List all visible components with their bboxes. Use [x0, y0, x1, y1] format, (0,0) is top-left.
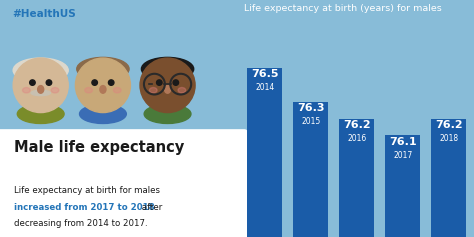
Circle shape	[75, 58, 130, 113]
Ellipse shape	[23, 87, 30, 93]
Circle shape	[46, 80, 52, 85]
Text: Life expectancy at birth (years) for males: Life expectancy at birth (years) for mal…	[244, 4, 442, 13]
Circle shape	[13, 58, 68, 113]
Ellipse shape	[144, 105, 191, 123]
Ellipse shape	[51, 87, 59, 93]
Ellipse shape	[77, 57, 129, 81]
Text: decreasing from 2014 to 2017.: decreasing from 2014 to 2017.	[14, 219, 148, 228]
Bar	[385, 135, 420, 237]
Text: 76.5: 76.5	[251, 69, 278, 79]
Ellipse shape	[113, 87, 121, 93]
Ellipse shape	[100, 86, 106, 93]
Bar	[293, 102, 328, 237]
Text: 2015: 2015	[301, 117, 320, 126]
Circle shape	[156, 80, 162, 85]
Ellipse shape	[80, 105, 127, 123]
Ellipse shape	[37, 86, 44, 93]
Text: Life expectancy at birth for males: Life expectancy at birth for males	[14, 186, 160, 195]
FancyBboxPatch shape	[0, 129, 248, 237]
Ellipse shape	[13, 58, 68, 83]
Ellipse shape	[149, 87, 157, 93]
Text: 76.2: 76.2	[435, 120, 463, 130]
Text: 76.2: 76.2	[343, 120, 371, 130]
Text: 2016: 2016	[347, 134, 366, 143]
Ellipse shape	[85, 87, 92, 93]
Ellipse shape	[141, 57, 194, 81]
Bar	[339, 118, 374, 237]
Bar	[247, 68, 282, 237]
Text: 76.3: 76.3	[297, 103, 324, 113]
Text: Male life expectancy: Male life expectancy	[14, 140, 184, 155]
Ellipse shape	[164, 86, 171, 93]
Text: 2014: 2014	[255, 83, 274, 92]
Text: 2017: 2017	[393, 151, 412, 160]
Ellipse shape	[178, 87, 186, 93]
Text: increased from 2017 to 2018: increased from 2017 to 2018	[14, 203, 155, 212]
Text: 2018: 2018	[439, 134, 458, 143]
Circle shape	[140, 58, 195, 113]
Text: after: after	[139, 203, 162, 212]
Text: #HealthUS: #HealthUS	[12, 9, 76, 19]
Bar	[431, 118, 466, 237]
Ellipse shape	[31, 90, 50, 96]
Circle shape	[30, 80, 35, 85]
Circle shape	[109, 80, 114, 85]
Text: 76.1: 76.1	[389, 137, 417, 147]
Ellipse shape	[17, 105, 64, 123]
Circle shape	[173, 80, 179, 85]
Circle shape	[92, 80, 98, 85]
